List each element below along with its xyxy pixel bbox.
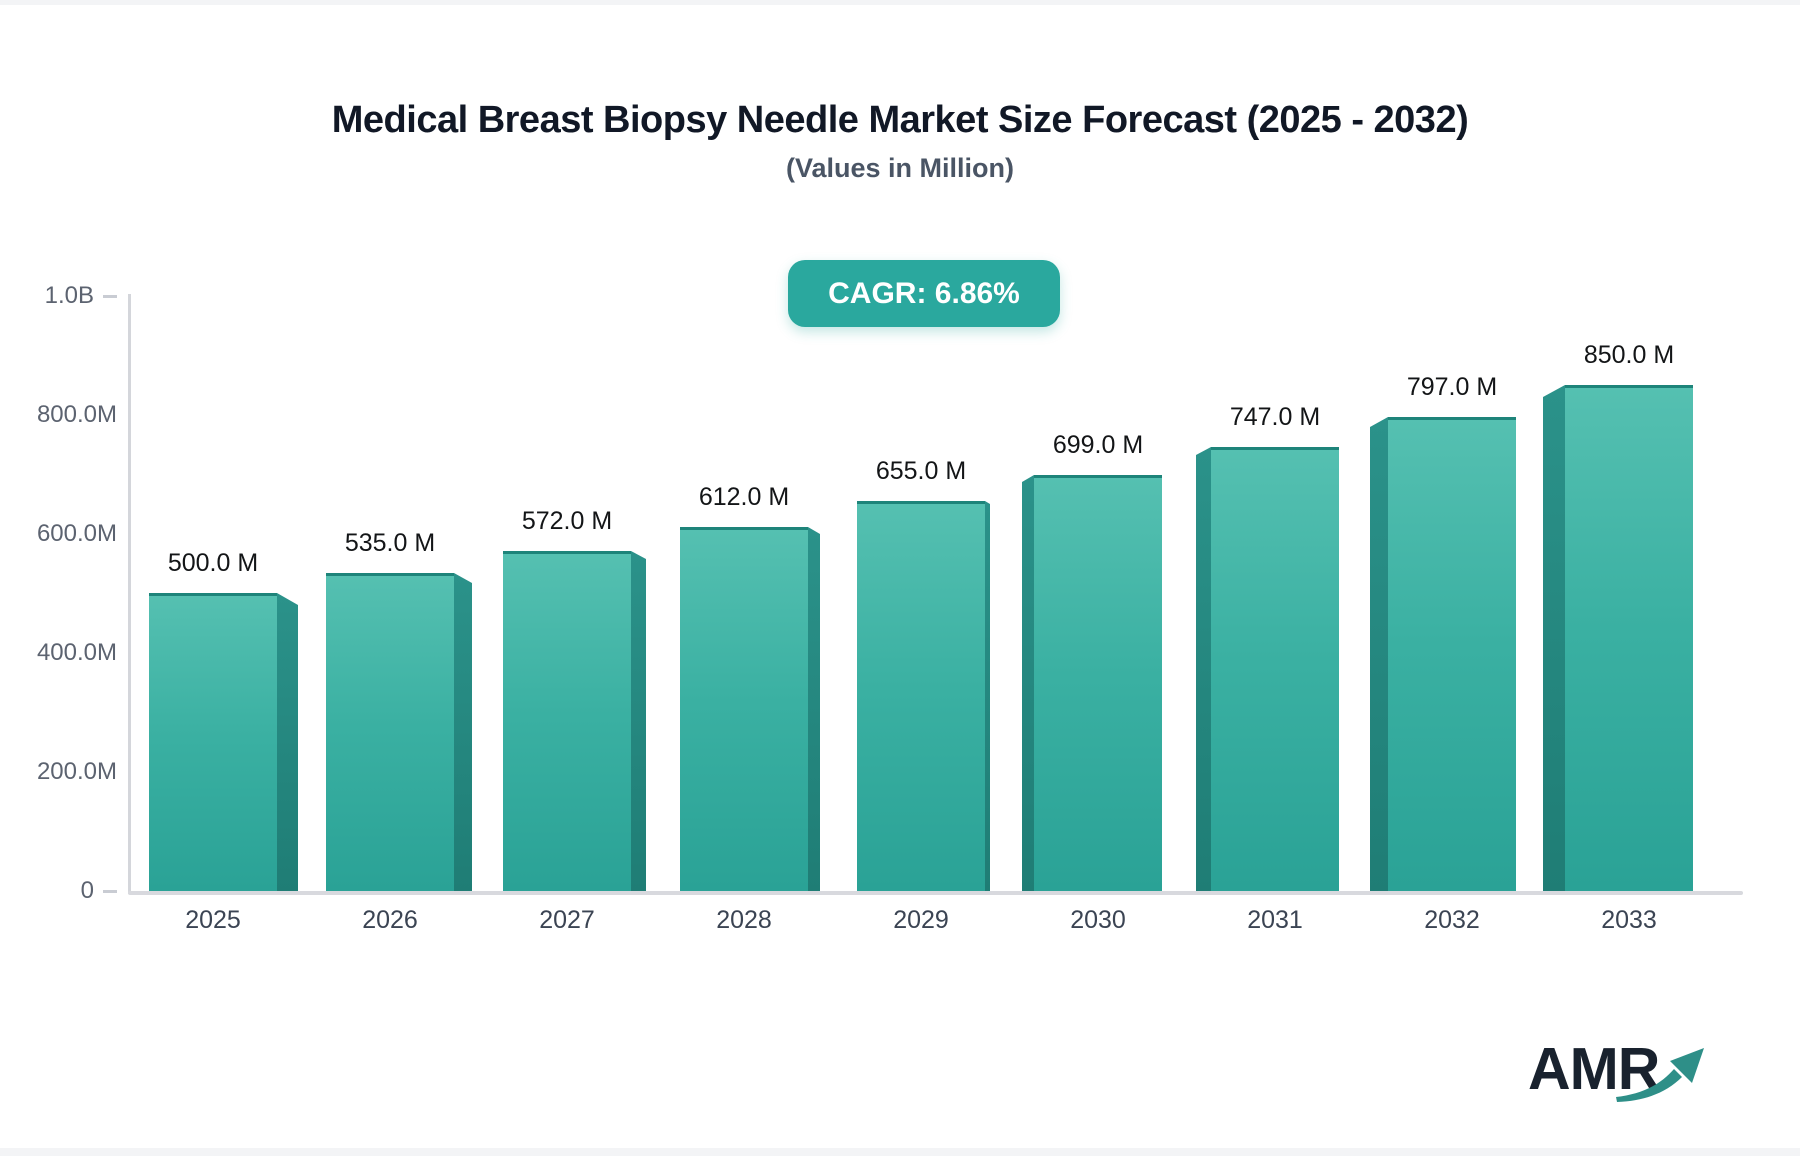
y-axis-tick-label: 400.0M — [36, 639, 117, 666]
bar-value-label: 655.0 M — [875, 457, 967, 485]
growth-arrow-icon — [1616, 1048, 1704, 1102]
bar-side-panel — [454, 573, 472, 891]
amr-logo-text: AMR — [1528, 1036, 1660, 1102]
bar — [1565, 385, 1693, 891]
bar-side-panel — [1370, 417, 1388, 891]
x-axis-tick-label: 2029 — [893, 906, 949, 934]
bar — [1211, 447, 1339, 891]
bar-value-label: 572.0 M — [521, 507, 613, 535]
bar-side-panel — [277, 593, 298, 891]
x-axis-tick-label: 2026 — [362, 906, 418, 934]
y-axis-tick-label: 600.0M — [36, 520, 117, 547]
x-axis-tick-label: 2028 — [716, 906, 772, 934]
bar-side-panel — [808, 527, 820, 891]
bar-value-label: 500.0 M — [167, 549, 259, 577]
x-axis-tick-label: 2033 — [1601, 906, 1657, 934]
bar — [857, 501, 985, 891]
bar — [1388, 417, 1516, 891]
bar-side-panel — [1196, 447, 1211, 891]
y-axis-line — [128, 294, 131, 894]
chart-subtitle: (Values in Million) — [785, 153, 1015, 183]
x-axis-tick-label: 2030 — [1070, 906, 1126, 934]
bar-side-panel — [985, 501, 990, 891]
y-axis-tick-label: 800.0M — [36, 401, 117, 428]
bar-value-label: 535.0 M — [344, 529, 436, 557]
y-axis-tick-label: 1.0B — [0, 281, 117, 311]
bar-value-label: 747.0 M — [1229, 403, 1321, 431]
x-axis-tick-label: 2031 — [1247, 906, 1303, 934]
bar — [149, 593, 277, 891]
bar — [503, 551, 631, 891]
x-axis-tick-label: 2027 — [539, 906, 595, 934]
cagr-badge: CAGR: 6.86% — [788, 260, 1060, 327]
bar — [1034, 475, 1162, 891]
amr-logo: AMR — [1528, 1035, 1728, 1109]
y-axis-tick-mark — [103, 889, 117, 893]
y-axis-tick-mark — [103, 294, 117, 298]
bar-side-panel — [1022, 475, 1034, 891]
bar — [326, 573, 454, 891]
y-axis-tick-label: 200.0M — [36, 758, 117, 785]
y-axis-tick-label: 0 — [0, 876, 117, 906]
bar — [680, 527, 808, 891]
bar-value-label: 850.0 M — [1583, 341, 1675, 369]
bar-value-label: 699.0 M — [1052, 431, 1144, 459]
chart-title: Medical Breast Biopsy Needle Market Size… — [331, 99, 1469, 141]
chart-card: Medical Breast Biopsy Needle Market Size… — [0, 5, 1800, 1148]
bar-value-label: 797.0 M — [1406, 373, 1498, 401]
bar-side-panel — [1543, 385, 1565, 891]
x-axis-tick-label: 2025 — [185, 906, 241, 934]
x-axis-line — [128, 891, 1743, 895]
x-axis-tick-label: 2032 — [1424, 906, 1480, 934]
bar-side-panel — [631, 551, 646, 891]
bar-value-label: 612.0 M — [698, 483, 790, 511]
